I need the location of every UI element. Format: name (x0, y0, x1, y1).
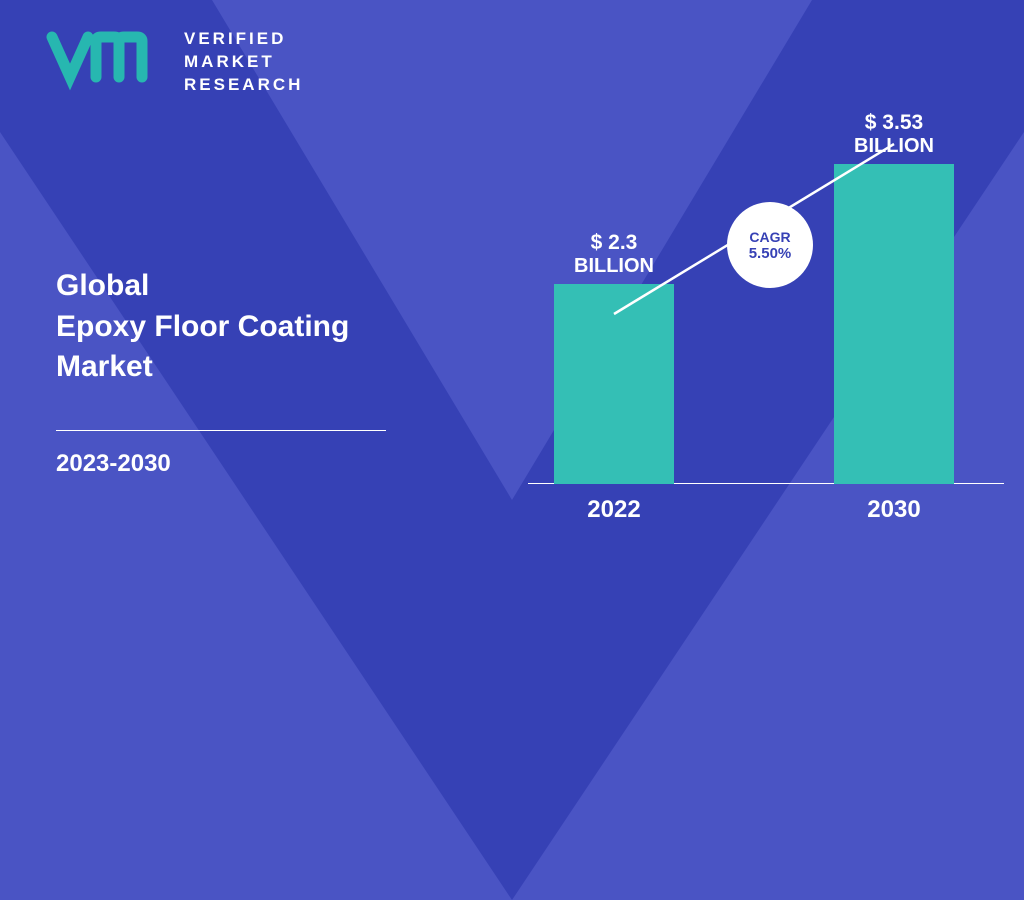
brand-line-2: MARKET (184, 51, 303, 74)
bar-amount-2030: $ 3.53 (834, 111, 954, 135)
brand-line-3: RESEARCH (184, 74, 303, 97)
cagr-label: CAGR (749, 229, 790, 245)
bar-2030: $ 3.53 BILLION 2030 (834, 111, 954, 484)
forecast-period: 2023-2030 (56, 450, 171, 478)
bar-unit-2030: BILLION (834, 135, 954, 158)
bar-label-2030: $ 3.53 BILLION (834, 111, 954, 158)
title-divider (56, 430, 386, 431)
logo-section: VERIFIED MARKET RESEARCH (46, 28, 303, 97)
cagr-badge: CAGR 5.50% (727, 202, 813, 288)
cagr-value: 5.50% (749, 245, 792, 262)
vmr-logo-icon (46, 31, 166, 93)
bar-rect-2030 (834, 164, 954, 484)
bar-unit-2022: BILLION (554, 255, 674, 278)
title-line-2: Epoxy Floor Coating (56, 307, 349, 348)
year-label-2022: 2022 (554, 496, 674, 524)
title-line-1: Global (56, 266, 349, 307)
bar-2022: $ 2.3 BILLION 2022 (554, 231, 674, 484)
bar-rect-2022 (554, 284, 674, 484)
year-label-2030: 2030 (834, 496, 954, 524)
brand-name: VERIFIED MARKET RESEARCH (184, 28, 303, 97)
brand-line-1: VERIFIED (184, 28, 303, 51)
bar-label-2022: $ 2.3 BILLION (554, 231, 674, 278)
bar-amount-2022: $ 2.3 (554, 231, 674, 255)
title-block: Global Epoxy Floor Coating Market (56, 266, 349, 388)
title-line-3: Market (56, 347, 349, 388)
bar-chart: $ 2.3 BILLION 2022 $ 3.53 BILLION 2030 C… (534, 84, 974, 484)
